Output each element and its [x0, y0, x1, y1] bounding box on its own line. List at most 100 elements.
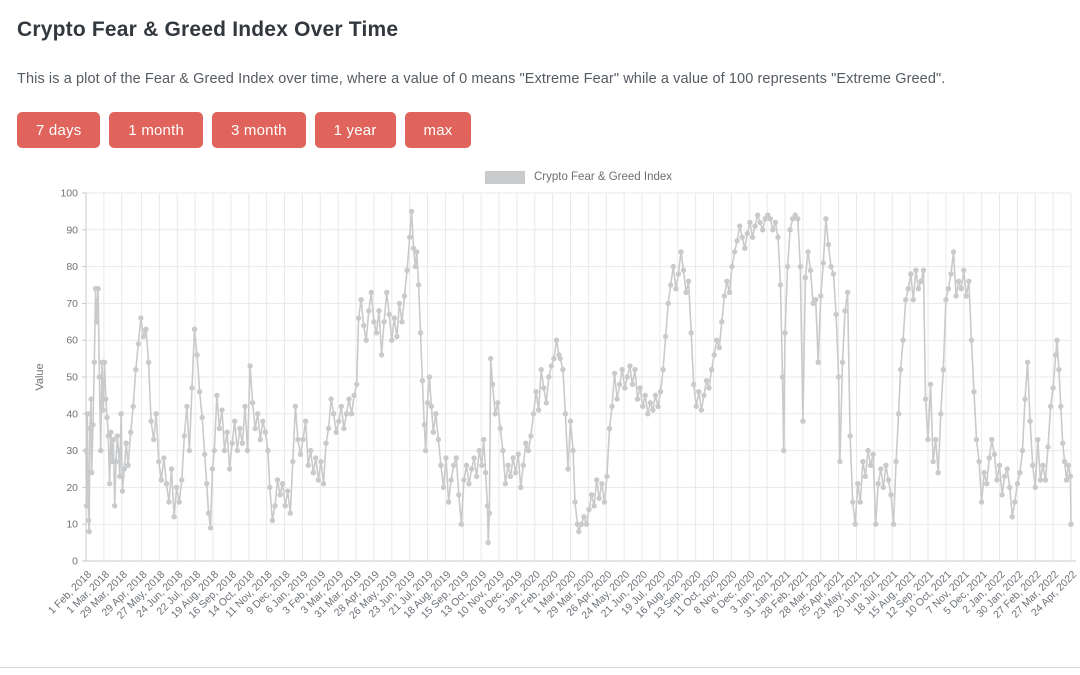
data-point [115, 447, 122, 454]
data-point [1053, 352, 1059, 358]
range-button-7-days[interactable]: 7 days [17, 112, 101, 148]
data-point [828, 263, 834, 270]
data-point [378, 352, 385, 358]
data-point [414, 249, 420, 255]
data-point [624, 374, 630, 380]
data-point [890, 521, 897, 527]
data-point [716, 344, 722, 351]
data-point [662, 333, 669, 340]
data-point [426, 374, 433, 380]
range-button-3-month[interactable]: 3 month [212, 112, 306, 148]
data-point [546, 374, 552, 380]
data-point [888, 492, 894, 498]
data-point [482, 470, 489, 476]
data-point [805, 249, 811, 255]
data-point [308, 447, 314, 454]
data-point [84, 411, 91, 417]
data-point [518, 484, 524, 491]
data-point [576, 528, 582, 535]
data-point [535, 407, 542, 413]
data-point [435, 436, 442, 443]
data-point [918, 278, 924, 284]
data-point [361, 322, 367, 329]
data-point [1067, 473, 1074, 480]
data-point [479, 462, 485, 468]
data-point [1009, 514, 1015, 520]
data-point [893, 458, 899, 465]
data-point [234, 447, 240, 454]
data-point [619, 366, 625, 373]
data-point [1007, 484, 1013, 491]
data-point [691, 381, 697, 388]
data-point [451, 462, 457, 468]
data-point [797, 263, 803, 270]
data-point [302, 418, 309, 424]
data-point [1054, 337, 1060, 343]
data-point [445, 499, 452, 505]
data-point [297, 451, 304, 457]
data-point [734, 238, 740, 244]
data-point [940, 366, 946, 373]
data-point [530, 411, 537, 417]
range-button-1-year[interactable]: 1 year [314, 112, 396, 148]
data-point [606, 425, 613, 432]
data-point [772, 219, 779, 226]
data-point [905, 286, 911, 292]
data-point [502, 481, 509, 487]
data-point [820, 260, 826, 266]
bottom-divider [0, 667, 1080, 668]
data-point [1022, 396, 1028, 402]
data-point [505, 462, 511, 468]
data-point [417, 330, 424, 336]
data-point [703, 378, 710, 384]
data-point [900, 337, 906, 343]
data-point [958, 286, 964, 292]
data-point [310, 470, 316, 476]
y-tick-label: 50 [66, 372, 78, 384]
data-point [627, 363, 633, 369]
data-point [207, 525, 214, 531]
data-point [285, 488, 291, 494]
data-point [837, 458, 843, 465]
data-point [272, 503, 278, 509]
data-point [277, 492, 283, 498]
data-point [933, 436, 939, 443]
data-point [98, 447, 104, 454]
data-point [262, 429, 269, 435]
data-point [166, 499, 172, 505]
data-point [852, 521, 858, 527]
data-point [96, 374, 103, 380]
data-point [384, 289, 390, 296]
data-point [714, 337, 720, 343]
range-button-1-month[interactable]: 1 month [109, 112, 204, 148]
data-point [777, 282, 784, 288]
data-point [363, 337, 369, 343]
data-point [488, 355, 494, 362]
data-point [770, 227, 776, 233]
data-point [1042, 477, 1049, 483]
data-point [1001, 473, 1008, 480]
data-point [657, 389, 664, 395]
data-point [897, 366, 904, 373]
data-point [194, 352, 200, 358]
data-point [128, 429, 134, 435]
data-point [338, 403, 344, 410]
data-point [599, 481, 605, 487]
data-point [358, 297, 364, 303]
data-point [368, 289, 374, 296]
y-tick-label: 40 [66, 408, 78, 420]
data-point [292, 403, 299, 410]
data-point [966, 278, 972, 284]
data-point [1004, 466, 1010, 472]
y-tick-label: 60 [66, 335, 78, 347]
range-button-max[interactable]: max [404, 112, 472, 148]
y-tick-label: 30 [66, 445, 78, 457]
data-point [512, 470, 519, 476]
data-point [453, 455, 459, 461]
data-point [1050, 385, 1056, 391]
data-point [757, 219, 763, 226]
data-point [1045, 444, 1051, 450]
data-point [399, 319, 405, 325]
data-point [963, 293, 969, 299]
data-point [325, 425, 332, 432]
